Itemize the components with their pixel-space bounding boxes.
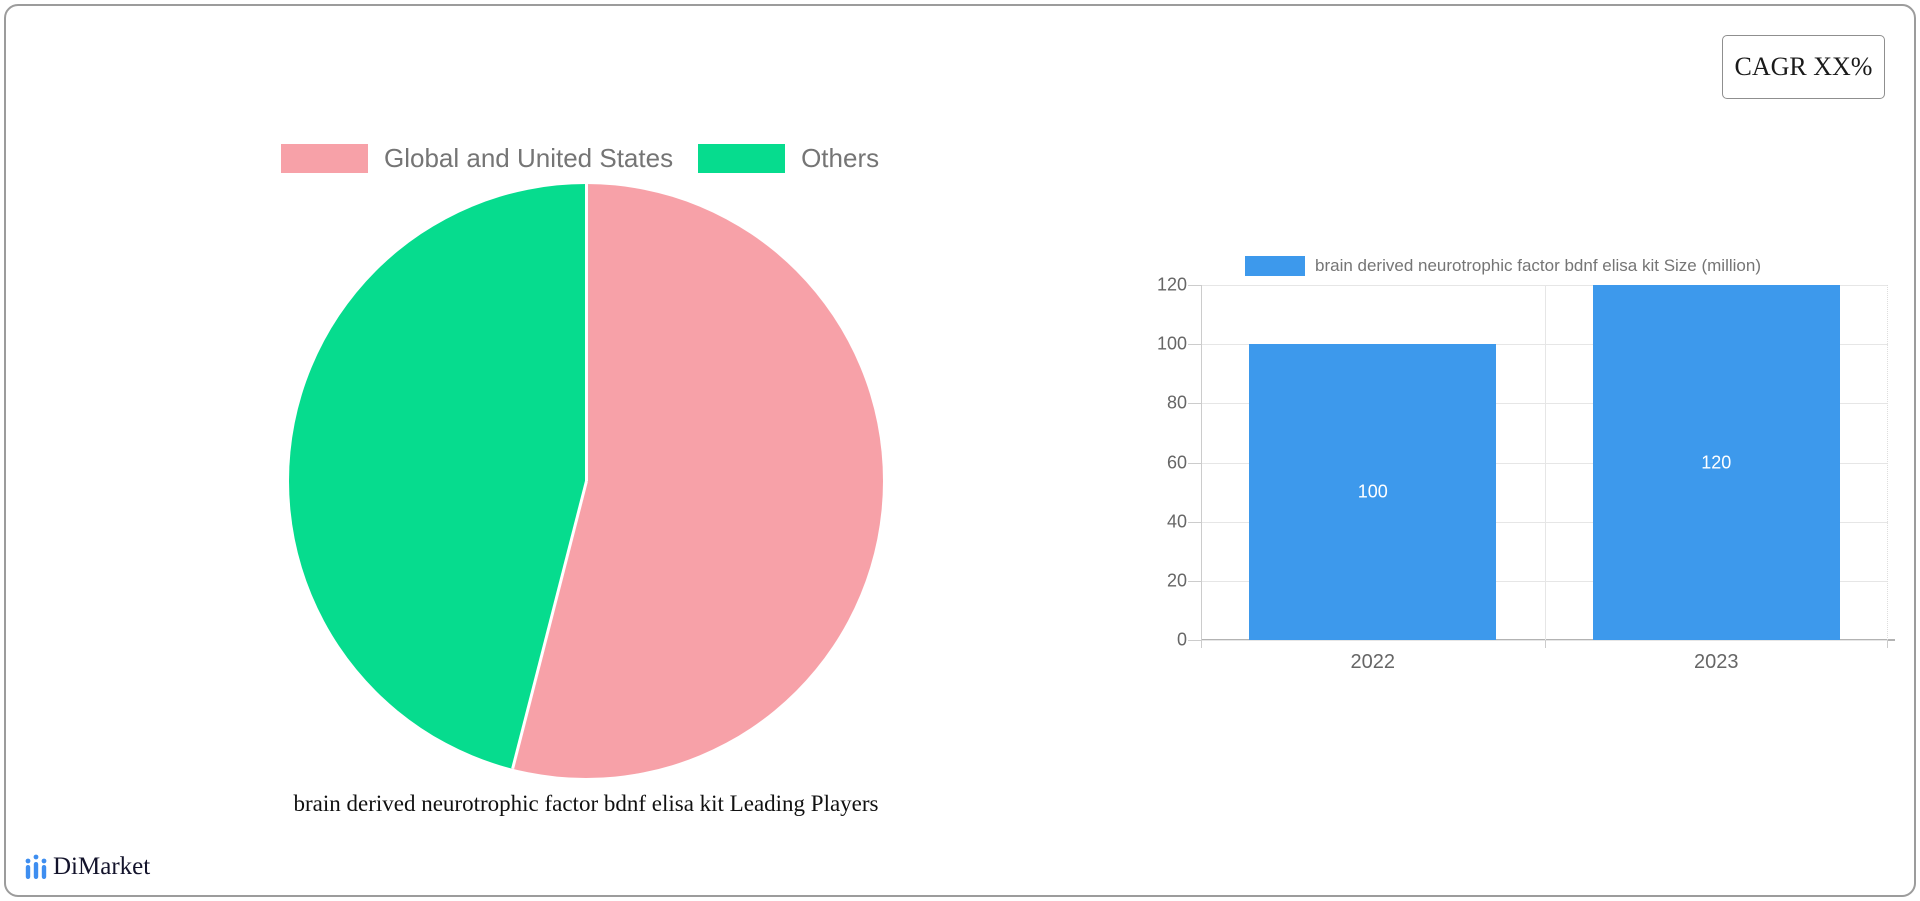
pie-legend: Global and United States Others: [281, 144, 879, 173]
x-category-label: 2022: [1350, 651, 1396, 673]
y-tick-mark: [1188, 640, 1201, 641]
y-tick-label: 120: [1156, 274, 1187, 295]
category-boundary-line: [1887, 285, 1889, 640]
y-tick-mark: [1188, 285, 1201, 286]
pie-legend-label-others: Others: [801, 143, 880, 173]
y-tick-mark: [1188, 580, 1201, 582]
pie-legend-swatch-global: [281, 144, 368, 173]
bar-legend-item[interactable]: brain derived neurotrophic factor bdnf e…: [1245, 255, 1761, 277]
y-tick-label: 100: [1156, 333, 1187, 354]
bar-legend-swatch: [1245, 256, 1305, 276]
pie-legend-item-global[interactable]: Global and United States: [281, 144, 673, 173]
pie-slice-border: [584, 184, 588, 481]
cagr-label: CAGR XX%: [1734, 52, 1873, 81]
bar-value-label: 120: [1701, 452, 1732, 472]
pie-chart-caption: brain derived neurotrophic factor bdnf e…: [293, 791, 879, 816]
y-tick-mark: [1188, 403, 1201, 405]
bar-2022[interactable]: [1249, 344, 1497, 640]
dimarket-logo-text: DiMarket: [53, 853, 151, 880]
pie-chart[interactable]: [289, 184, 883, 778]
y-tick-label: 0: [1176, 629, 1187, 650]
x-tick-mark: [1544, 640, 1546, 648]
bar-chart-plot: 0 20 40 60 80 100 120 100 2022 120 2023: [1157, 275, 1895, 673]
pie-slice-border: [510, 480, 588, 770]
bar-legend-label: brain derived neurotrophic factor bdnf e…: [1315, 256, 1761, 275]
y-tick-mark: [1188, 462, 1201, 464]
pie-legend-label-global: Global and United States: [384, 143, 674, 173]
y-tick-label: 60: [1166, 452, 1187, 472]
category-boundary-line: [1544, 285, 1546, 640]
bar-value-label: 100: [1357, 481, 1388, 502]
bar-2023[interactable]: [1592, 285, 1840, 640]
y-tick-label: 40: [1166, 511, 1187, 532]
pie-legend-swatch-others: [698, 144, 786, 173]
pie-legend-item-others[interactable]: Others: [698, 144, 879, 173]
dimarket-logo[interactable]: DiMarket: [25, 853, 150, 881]
x-category-label: 2023: [1694, 651, 1739, 673]
cagr-badge: CAGR XX%: [1722, 35, 1885, 99]
y-tick-label: 20: [1166, 570, 1187, 591]
x-tick-mark: [1201, 640, 1202, 648]
y-tick-label: 80: [1166, 392, 1187, 413]
y-tick-mark: [1188, 344, 1201, 346]
y-tick-mark: [1188, 521, 1201, 523]
x-tick-mark: [1887, 640, 1888, 648]
dimarket-logo-icon: [25, 854, 47, 879]
category-boundary-line: [1201, 285, 1202, 640]
